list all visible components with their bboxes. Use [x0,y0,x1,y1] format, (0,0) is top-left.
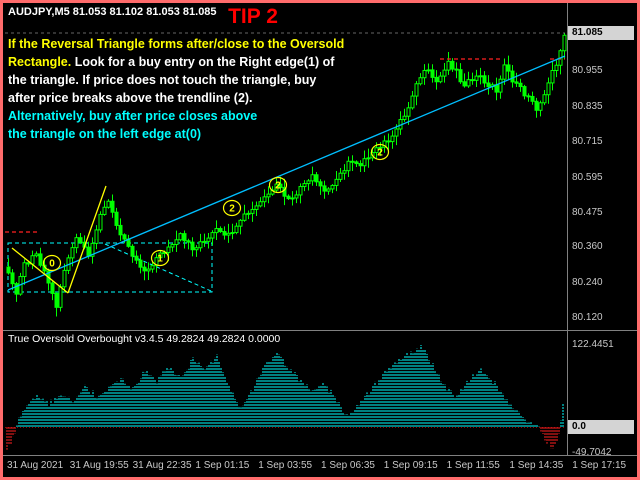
price-axis-label: 80.240 [572,276,603,288]
time-axis-label: 1 Sep 17:15 [572,460,627,471]
chart-overlays [5,32,566,294]
svg-text:2: 2 [377,148,383,159]
time-axis-label: 1 Sep 06:35 [321,460,375,471]
tip-title: TIP 2 [228,5,278,28]
annotation-line: the triangle. If price does not touch th… [8,73,317,87]
price-axis-label: 80.715 [572,136,603,148]
entry-point-markers: 0 1 2 2 2 [42,143,390,272]
time-axis-label: 1 Sep 09:15 [383,460,438,471]
chart-inner: 0 1 2 2 2 AUDJPY,M5 81.053 81.102 81.053 81.… [3,3,637,477]
time-axis-label: 1 Sep 03:55 [258,460,313,471]
chart-canvas[interactable]: 0 1 2 2 2 [3,3,637,477]
annotation-line: the triangle on the left edge at(0) [8,127,202,141]
time-axis-label: 1 Sep 14:35 [509,460,564,471]
chart-symbol-title: AUDJPY,M5 81.053 81.102 81.053 81.085 [8,6,217,18]
time-axis[interactable]: 31 Aug 2021 31 Aug 19:55 31 Aug 22:35 1 Sep… [3,456,637,477]
current-price-badge: 81.085 [568,26,634,40]
time-axis-label: 1 Sep 11:55 [446,460,500,471]
annotation-line: Rectangle. Look for a buy entry on the R… [8,55,335,69]
time-axis-label: 31 Aug 22:35 [132,460,192,471]
candlestick-series [6,32,567,317]
indicator-zero-badge: 0.0 [568,420,634,434]
price-axis-label: 80.835 [572,100,603,112]
annotation-text-block: If the Reversal Triangle forms after/clo… [8,35,344,143]
svg-text:1: 1 [157,254,163,265]
svg-text:0: 0 [49,259,55,270]
annotation-line: Alternatively, buy after price closes ab… [8,109,258,123]
oversold-rectangle-overlay [7,242,213,293]
price-axis[interactable]: 80.955 80.835 80.715 80.595 80.475 80.360 80.2… [568,3,637,455]
indicator-title: True Oversold Overbought v3.4.5 49.2824 … [8,333,281,345]
time-axis-label: 1 Sep 01:15 [195,460,250,471]
annotation-line: after price breaks above the trendline (… [8,91,253,105]
oscillator-histogram [5,345,565,450]
price-axis-label: 80.360 [572,241,603,253]
price-axis-label: 80.595 [572,171,603,183]
time-axis-label: 31 Aug 19:55 [69,460,129,471]
indicator-axis-min: -49.7042 [572,447,612,458]
svg-text:2: 2 [275,181,281,192]
time-axis-label: 31 Aug 2021 [7,460,64,471]
price-axis-label: 80.475 [572,207,603,219]
pane-separators [3,3,637,456]
svg-text:2: 2 [229,204,235,215]
indicator-axis-max: 122.4451 [572,339,614,350]
annotation-line: If the Reversal Triangle forms after/clo… [8,37,345,51]
price-axis-label: 80.120 [572,312,603,323]
price-axis-label: 80.955 [572,65,603,77]
